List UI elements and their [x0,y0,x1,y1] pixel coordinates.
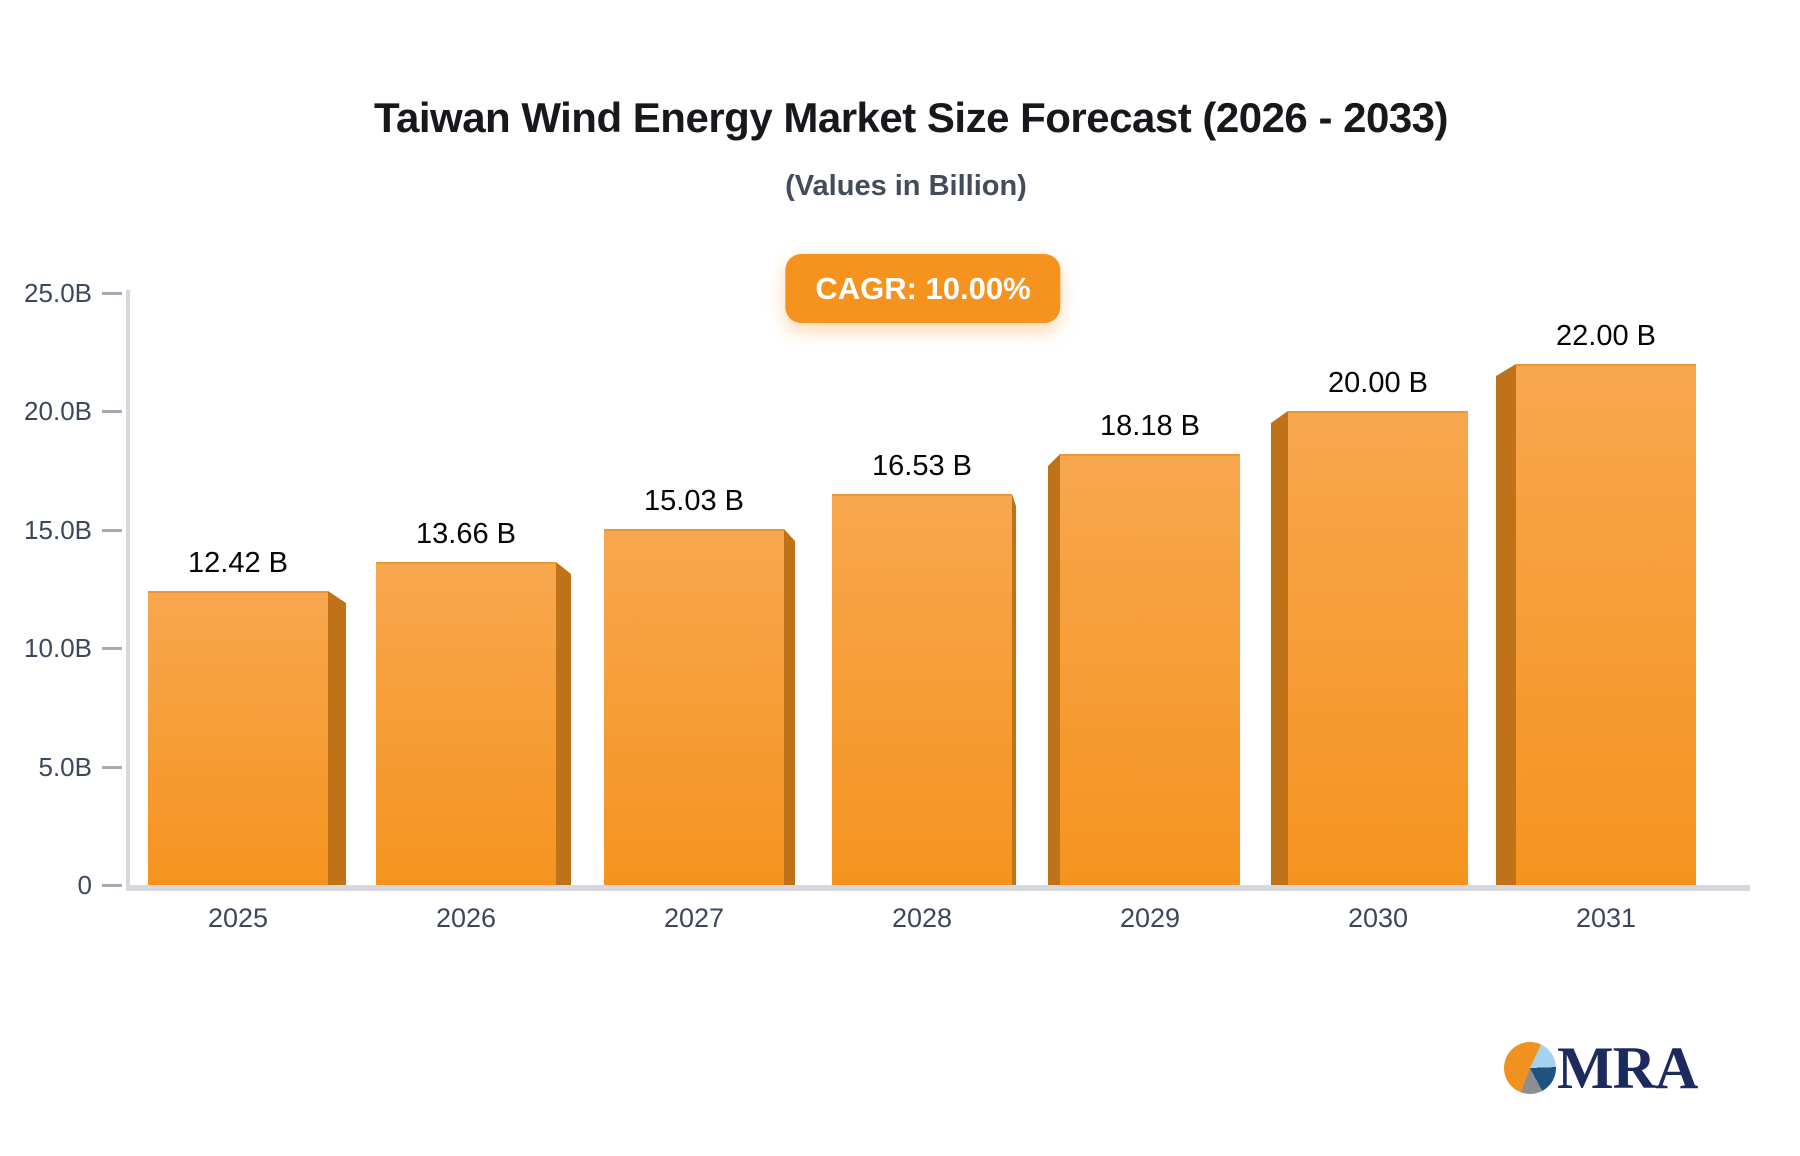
y-tick-label: 0 [77,870,92,900]
mra-logo: MRA [1504,1035,1698,1101]
bar-side-2027 [784,529,795,885]
bar-2031 [1516,364,1696,885]
x-tick-label: 2025 [207,903,269,933]
bar-value-label: 16.53 B [872,450,972,482]
y-tick-dash [102,647,122,651]
x-tick-label: 2029 [1119,903,1181,933]
y-tick-label: 15.0B [24,514,92,545]
bar-2026 [376,562,556,885]
x-axis-line [126,885,1750,891]
y-tick-dash [102,410,122,414]
bar-value-label: 22.00 B [1556,320,1656,352]
pie-chart-icon [1504,1042,1556,1094]
bar-2029 [1060,454,1240,885]
bar-side-2029 [1048,454,1060,885]
y-tick-dash [102,528,122,532]
bar-side-2030 [1271,411,1288,885]
bar-2027 [604,529,784,885]
bar-2025 [148,591,328,885]
bar-side-2026 [556,562,571,885]
y-tick-label: 25.0B [24,278,92,308]
chart-title: Taiwan Wind Energy Market Size Forecast … [373,94,1449,141]
y-tick-dash [102,765,122,769]
bar-2028 [832,494,1012,885]
bar-value-label: 13.66 B [416,518,516,550]
y-tick-label: 10.0B [24,633,92,664]
x-tick-label: 2027 [663,903,725,933]
cagr-badge: CAGR: 10.00% [785,254,1061,323]
x-tick-label: 2030 [1347,903,1409,933]
y-tick-label: 20.0B [24,396,92,427]
x-tick-label: 2026 [435,903,497,933]
y-tick-dash [102,884,122,887]
bar-side-2025 [328,591,346,885]
x-tick-label: 2028 [891,903,953,933]
bar-side-2031 [1496,364,1516,885]
bar-side-2028 [1012,494,1016,885]
y-axis-line [126,290,130,891]
y-tick-label: 5.0B [38,751,93,782]
logo-brand-text: MRA [1557,1035,1698,1101]
bar-value-label: 15.03 B [644,485,744,517]
chart-subtitle: (Values in Billion) [785,170,1027,202]
bar-value-label: 18.18 B [1100,410,1200,442]
bar-2030 [1288,411,1468,885]
bar-value-label: 12.42 B [188,547,288,579]
bar-value-label: 20.00 B [1328,367,1428,399]
x-tick-label: 2031 [1575,903,1637,933]
y-tick-dash [102,292,122,295]
